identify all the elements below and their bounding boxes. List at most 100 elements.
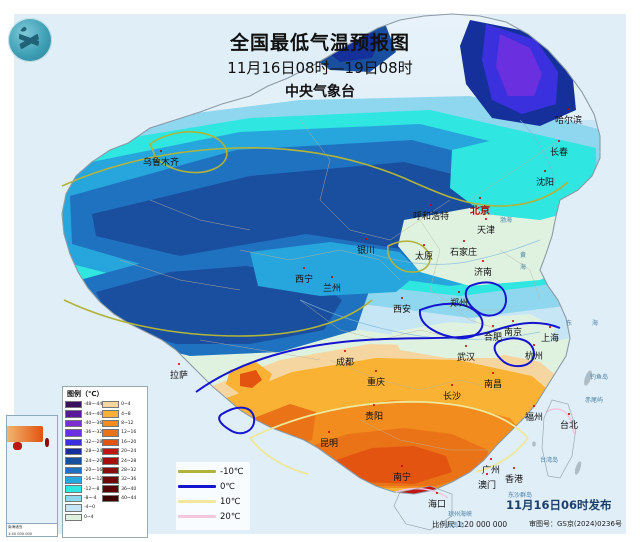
sea-label: 东 bbox=[566, 320, 573, 327]
city-label: 石家庄 bbox=[450, 240, 477, 258]
legend-swatch bbox=[65, 419, 82, 428]
cma-dragon-logo bbox=[8, 18, 52, 62]
sea-label: 渤海 bbox=[500, 217, 513, 224]
contour-twenty-swatch bbox=[178, 514, 216, 519]
legend-range-label: -12~-8 bbox=[84, 486, 100, 492]
city-label: 南京 bbox=[504, 320, 522, 338]
taiwan-island-outline bbox=[541, 399, 577, 479]
city-label: 拉萨 bbox=[170, 363, 188, 381]
city-label: 长沙 bbox=[443, 384, 461, 402]
contour-ten-swatch bbox=[178, 499, 216, 504]
legend-row: -36~-32 bbox=[65, 428, 102, 437]
legend-range-label: -32~-28 bbox=[84, 439, 103, 445]
city-label: 昆明 bbox=[320, 431, 338, 449]
rivers bbox=[299, 119, 557, 340]
legend-row: 28~32 bbox=[102, 466, 136, 475]
city-label: 合肥 bbox=[484, 325, 502, 343]
legend-range-label: 12~16 bbox=[121, 430, 137, 436]
band-northplain bbox=[398, 206, 584, 286]
inset-scale: 1:40 000 000 bbox=[8, 531, 33, 536]
city-marker-dot bbox=[485, 218, 487, 220]
contour-ten-legend-row: 10℃ bbox=[178, 494, 250, 509]
legend-row: 40~44 bbox=[102, 494, 136, 503]
band-minus36-minus32 bbox=[496, 34, 542, 96]
city-marker-dot bbox=[458, 291, 460, 293]
national-border bbox=[61, 13, 601, 495]
contour-line-minus10 bbox=[61, 131, 569, 337]
south-china-sea-inset: 南海诸岛 1:40 000 000 bbox=[6, 415, 58, 537]
city-label: 呼和浩特 bbox=[413, 204, 449, 222]
sea-label: 东沙群岛 bbox=[508, 492, 533, 499]
city-label: 武汉 bbox=[457, 345, 475, 363]
legend-range-label: 0~4 bbox=[84, 514, 94, 520]
legend-row: 24~28 bbox=[102, 456, 136, 465]
legend-swatch bbox=[65, 457, 82, 465]
city-label: 银川 bbox=[357, 238, 375, 256]
city-marker-dot bbox=[479, 197, 481, 199]
city-label: 福州 bbox=[525, 405, 543, 423]
legend-swatch bbox=[65, 504, 82, 512]
city-marker-dot bbox=[492, 325, 494, 327]
sea-label: 台湾岛 bbox=[540, 457, 559, 464]
inset-caption-bar: 南海诸岛 1:40 000 000 bbox=[7, 523, 57, 536]
legend-swatch bbox=[65, 410, 82, 418]
contour-twenty-label: 20℃ bbox=[220, 511, 241, 522]
islands bbox=[393, 370, 592, 531]
legend-range-label: -24~-20 bbox=[84, 458, 103, 464]
legend-range-label: 16~20 bbox=[121, 439, 137, 445]
city-label: 广州 bbox=[482, 458, 500, 476]
legend-range-label: 40~44 bbox=[121, 496, 137, 502]
legend-range-label: -36~-32 bbox=[84, 430, 103, 436]
legend-range-label: 28~32 bbox=[121, 467, 137, 473]
legend-row: -44~-40 bbox=[65, 409, 102, 418]
legend-swatch bbox=[65, 476, 82, 484]
legend-range-label: 32~36 bbox=[121, 477, 137, 483]
city-marker-dot bbox=[178, 363, 180, 365]
contour-minus10-swatch bbox=[178, 469, 216, 474]
city-label: 重庆 bbox=[367, 370, 385, 388]
sea-label: 海南岛 bbox=[446, 522, 465, 529]
city-label: 郑州 bbox=[450, 291, 468, 309]
contour-zero-legend-row: 0℃ bbox=[178, 479, 250, 494]
sea-label: 琼州海峡 bbox=[448, 511, 473, 518]
city-marker-dot bbox=[160, 150, 162, 152]
legend-row: 0~4 bbox=[65, 513, 102, 522]
legend-swatch bbox=[65, 494, 82, 503]
map-scale: 比例尺 1:20 000 000 bbox=[432, 520, 508, 529]
city-marker-dot bbox=[373, 404, 375, 406]
city-label: 兰州 bbox=[323, 276, 341, 294]
inset-caption: 南海诸岛 bbox=[8, 525, 23, 529]
sea-label: 黄 bbox=[520, 252, 527, 259]
legend-swatch bbox=[102, 410, 120, 418]
city-label: 台北 bbox=[560, 413, 578, 431]
legend-range-label: 36~40 bbox=[121, 486, 137, 492]
city-label: 香港 bbox=[505, 467, 523, 485]
city-marker-dot bbox=[486, 473, 488, 475]
legend-swatch bbox=[102, 476, 120, 484]
legend-row: 12~16 bbox=[102, 428, 136, 437]
legend-row: 36~40 bbox=[102, 485, 136, 494]
city-marker-dot bbox=[549, 326, 551, 328]
issue-time: 11月16日06时发布 bbox=[506, 498, 612, 512]
legend-swatch bbox=[102, 494, 120, 503]
legend-row: 32~36 bbox=[102, 475, 136, 484]
page-title: 全国最低气温预报图 bbox=[229, 32, 410, 54]
legend-row: -48~-44 bbox=[65, 400, 102, 409]
city-label: 贵阳 bbox=[365, 404, 383, 422]
legend-range-label: -16~-12 bbox=[84, 477, 103, 483]
legend-swatch bbox=[65, 400, 82, 409]
city-marker-dot bbox=[513, 467, 515, 469]
legend-swatch bbox=[65, 429, 82, 437]
city-label: 太原 bbox=[415, 244, 433, 262]
city-marker-dot bbox=[512, 320, 514, 322]
city-marker-dot bbox=[430, 204, 432, 206]
city-label: 西安 bbox=[393, 297, 411, 315]
legend-swatch bbox=[102, 419, 120, 428]
legend-swatch bbox=[102, 429, 120, 437]
city-marker-dot bbox=[568, 413, 570, 415]
city-marker-dot bbox=[401, 465, 403, 467]
legend-row: 16~20 bbox=[102, 438, 136, 447]
city-marker-dot bbox=[436, 492, 438, 494]
